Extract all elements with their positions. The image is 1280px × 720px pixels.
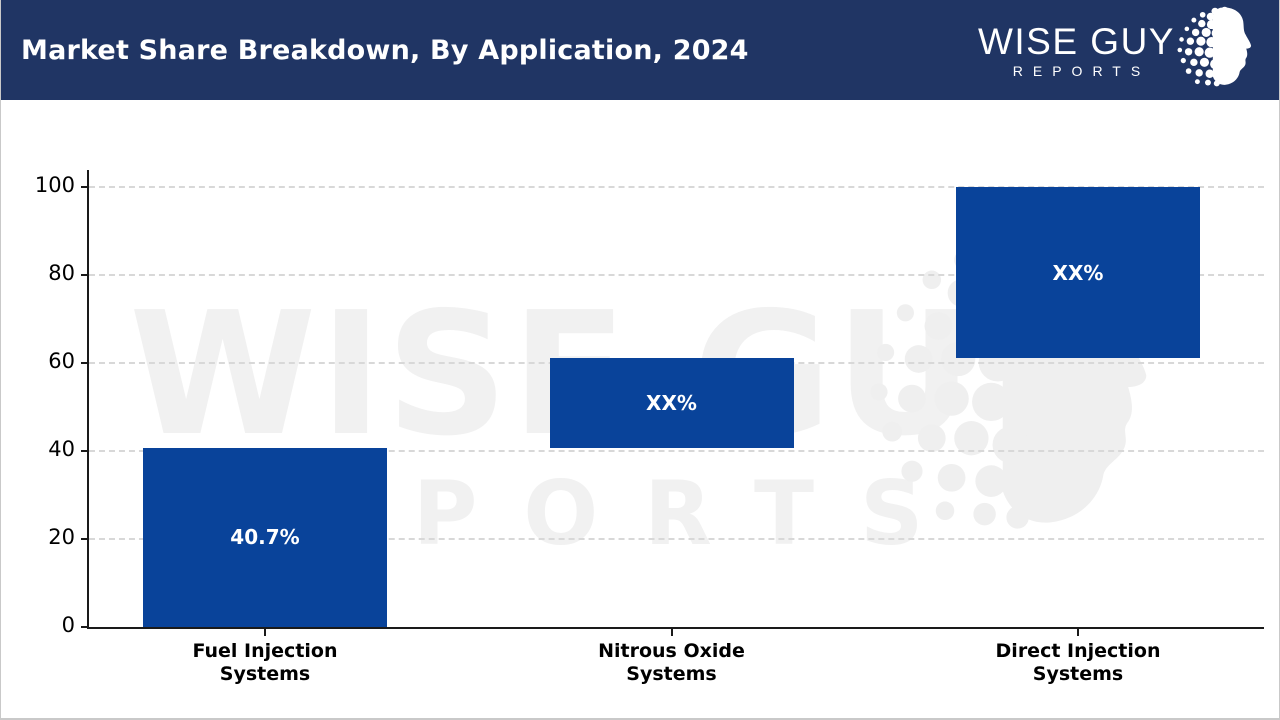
- bar-segment: 40.7%: [143, 447, 387, 627]
- y-tick-mark: [81, 362, 89, 364]
- bar-segment: XX%: [549, 358, 794, 448]
- bar-value-label: XX%: [646, 391, 697, 416]
- x-category-label: Nitrous Oxide Systems: [598, 640, 745, 685]
- grid-line: [89, 538, 1264, 540]
- y-tick-label: 100: [34, 173, 75, 197]
- y-tick-label: 20: [48, 525, 75, 549]
- y-tick-mark: [81, 274, 89, 276]
- waterfall-chart: 0 20 40 60 80 100 40.7% Fuel Injection Systems X…: [1, 100, 1279, 718]
- logo-text: WISE GUY REPORTS: [978, 23, 1175, 78]
- x-tick-mark: [670, 629, 673, 636]
- x-category-label: Direct Injection Systems: [995, 640, 1161, 685]
- grid-line: [89, 186, 1264, 188]
- y-tick-label: 0: [61, 613, 75, 637]
- logo-face-icon: [1177, 6, 1252, 87]
- x-category-label: Fuel Injection Systems: [192, 640, 338, 685]
- grid-line: [89, 274, 1264, 276]
- bar-value-label: XX%: [1052, 260, 1104, 285]
- bar-value-label: 40.7%: [230, 525, 300, 550]
- wiseguy-logo: WISE GUY REPORTS: [978, 6, 1261, 94]
- x-axis-line: [87, 627, 1264, 629]
- y-axis-line: [87, 170, 89, 629]
- y-tick-label: 80: [48, 261, 75, 285]
- page-title: Market Share Breakdown, By Application, …: [21, 34, 749, 66]
- y-tick-label: 60: [48, 349, 75, 373]
- chart-canvas: WISE GUY REPORTS 0 20 40 60 80 100 40.7% Fuel I…: [1, 100, 1279, 718]
- y-tick-label: 40: [48, 437, 75, 461]
- y-tick-mark: [81, 538, 89, 540]
- y-tick-mark: [81, 186, 89, 188]
- bar-segment: XX%: [956, 187, 1200, 359]
- grid-line: [89, 450, 1264, 452]
- header-bar: Market Share Breakdown, By Application, …: [1, 0, 1279, 100]
- x-tick-mark: [1077, 629, 1079, 636]
- y-tick-mark: [81, 626, 89, 628]
- y-tick-mark: [81, 450, 89, 452]
- logo-subtext: REPORTS: [1012, 62, 1151, 79]
- logo-wordmark: WISE GUY: [977, 20, 1175, 62]
- x-tick-mark: [264, 629, 266, 636]
